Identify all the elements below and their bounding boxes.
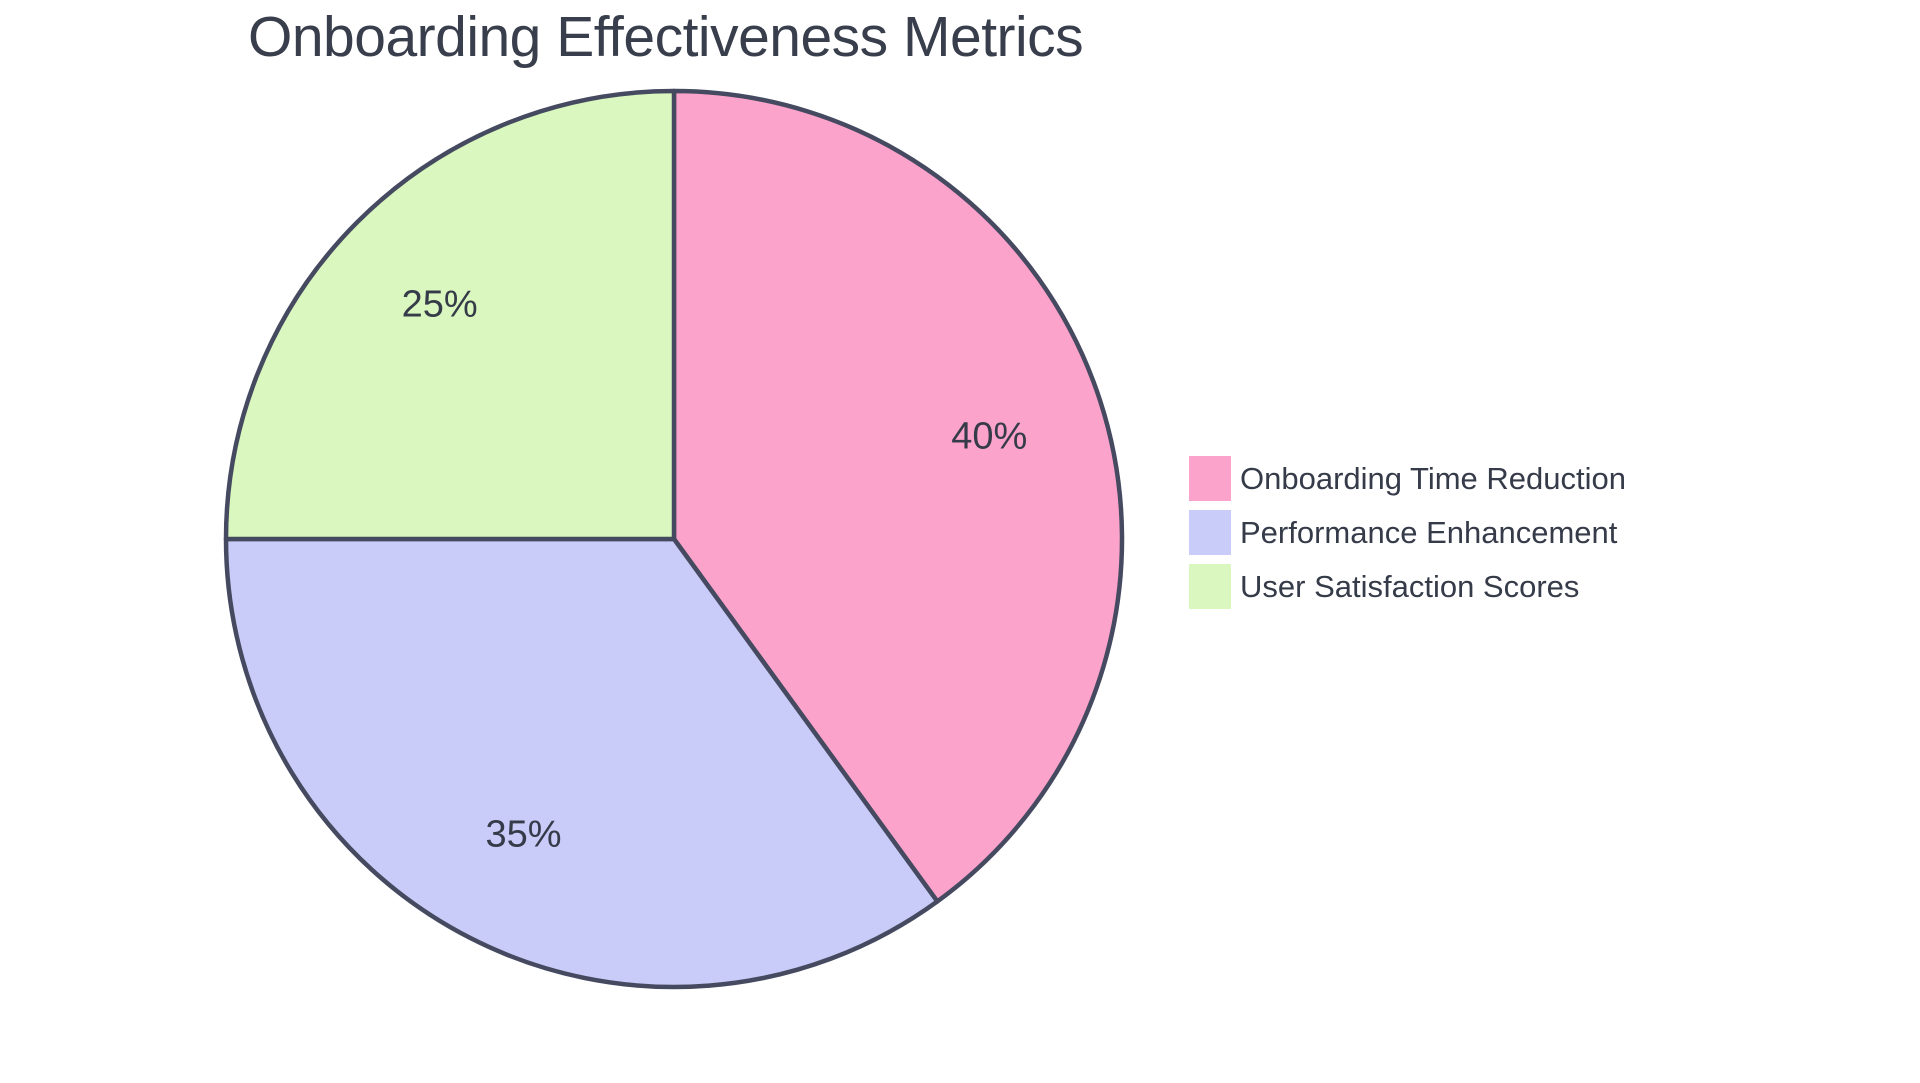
legend-label: Onboarding Time Reduction	[1240, 460, 1627, 496]
legend-item-2[interactable]: User Satisfaction Scores	[1189, 564, 1626, 609]
legend: Onboarding Time Reduction Performance Enh…	[1189, 456, 1626, 618]
legend-item-0[interactable]: Onboarding Time Reduction	[1189, 456, 1626, 501]
legend-label: Performance Enhancement	[1240, 514, 1618, 550]
pie-slice-percent-label: 25%	[402, 284, 478, 326]
legend-swatch	[1189, 564, 1231, 609]
chart-title: Onboarding Effectiveness Metrics	[248, 5, 1084, 69]
legend-item-1[interactable]: Performance Enhancement	[1189, 510, 1626, 555]
legend-swatch	[1189, 510, 1231, 555]
pie-slice-0[interactable]	[671, 88, 1125, 904]
pie-slice-percent-label: 35%	[485, 813, 561, 855]
legend-swatch	[1189, 456, 1231, 501]
pie-slice-percent-label: 40%	[951, 416, 1027, 458]
pie-slice-2[interactable]	[223, 88, 677, 542]
legend-label: User Satisfaction Scores	[1240, 568, 1580, 604]
pie-slice-1[interactable]	[223, 536, 940, 990]
